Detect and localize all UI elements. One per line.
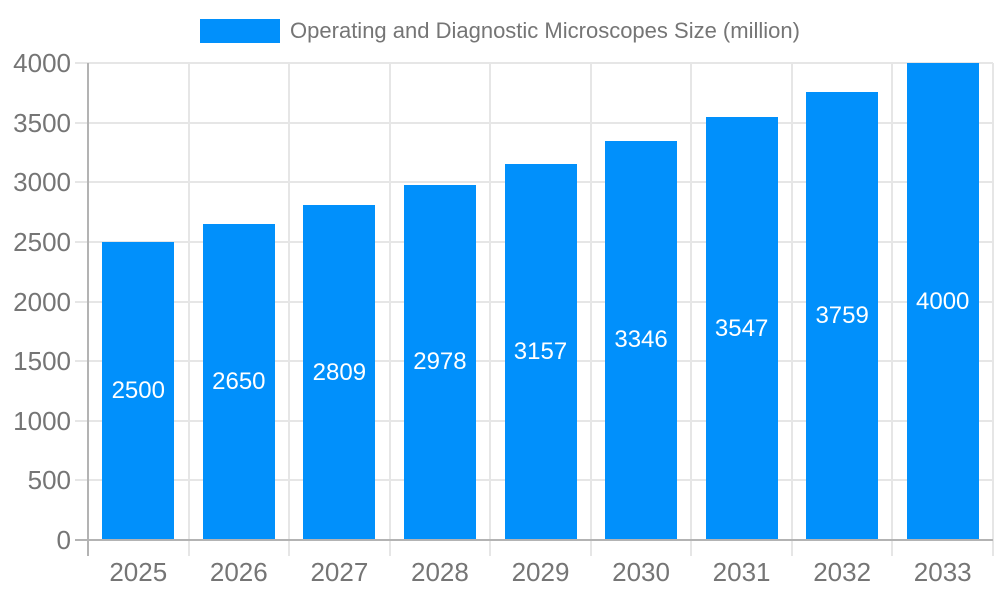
x-tick-label: 2026 — [209, 557, 268, 587]
y-tick-label: 1000 — [13, 405, 71, 436]
bar[interactable] — [504, 163, 577, 540]
y-tick-label: 2000 — [13, 286, 71, 317]
x-tick-label: 2027 — [310, 557, 369, 587]
legend-swatch — [200, 19, 281, 43]
bar[interactable] — [202, 223, 275, 540]
bar[interactable] — [806, 91, 879, 540]
gridline-vertical — [288, 63, 291, 556]
bar-value-label: 3346 — [614, 326, 668, 354]
x-tick-label: 2029 — [511, 557, 570, 587]
bar[interactable] — [705, 117, 778, 540]
gridline-vertical — [489, 63, 492, 556]
y-tick-label: 2500 — [13, 226, 71, 257]
x-tick-label: 2025 — [109, 557, 168, 587]
y-tick-label: 3000 — [13, 167, 71, 198]
x-tick-label: 2031 — [712, 557, 771, 587]
gridline-horizontal — [75, 62, 993, 64]
bar-value-label: 2809 — [312, 358, 367, 386]
x-tick-label: 2028 — [411, 557, 469, 587]
bar-value-label: 2650 — [212, 367, 266, 395]
y-tick-label: 0 — [56, 525, 71, 555]
y-tick-label: 3500 — [13, 107, 71, 138]
x-tick-label: 2032 — [813, 557, 872, 587]
bar[interactable] — [605, 140, 678, 540]
bar[interactable] — [403, 184, 476, 540]
gridline-vertical — [790, 63, 793, 556]
y-axis-line — [87, 63, 89, 556]
y-tick-label: 500 — [27, 465, 71, 496]
x-tick-label: 2030 — [612, 557, 670, 587]
bar-value-label: 3157 — [513, 337, 568, 365]
bar[interactable] — [906, 63, 979, 540]
legend[interactable]: Operating and Diagnostic Microscopes Siz… — [0, 19, 1000, 43]
y-tick-label: 1500 — [13, 346, 71, 377]
legend-label: Operating and Diagnostic Microscopes Siz… — [290, 18, 800, 43]
bar[interactable] — [102, 241, 175, 540]
gridline-vertical — [187, 63, 190, 556]
gridline-horizontal — [75, 121, 993, 124]
bar[interactable] — [303, 205, 376, 540]
y-tick-label: 4000 — [13, 48, 71, 78]
gridline-vertical — [690, 63, 693, 556]
gridline-vertical — [589, 63, 592, 556]
gridline-vertical — [992, 63, 994, 556]
x-axis-line — [75, 539, 993, 541]
bar-value-label: 4000 — [916, 287, 970, 315]
bar-value-label: 2978 — [413, 348, 467, 376]
bar-value-label: 2500 — [111, 376, 165, 404]
x-tick-label: 2033 — [913, 557, 972, 587]
gridline-vertical — [891, 63, 894, 556]
bar-value-label: 3547 — [714, 314, 769, 342]
gridline-vertical — [388, 63, 391, 556]
bar-value-label: 3759 — [815, 301, 869, 329]
